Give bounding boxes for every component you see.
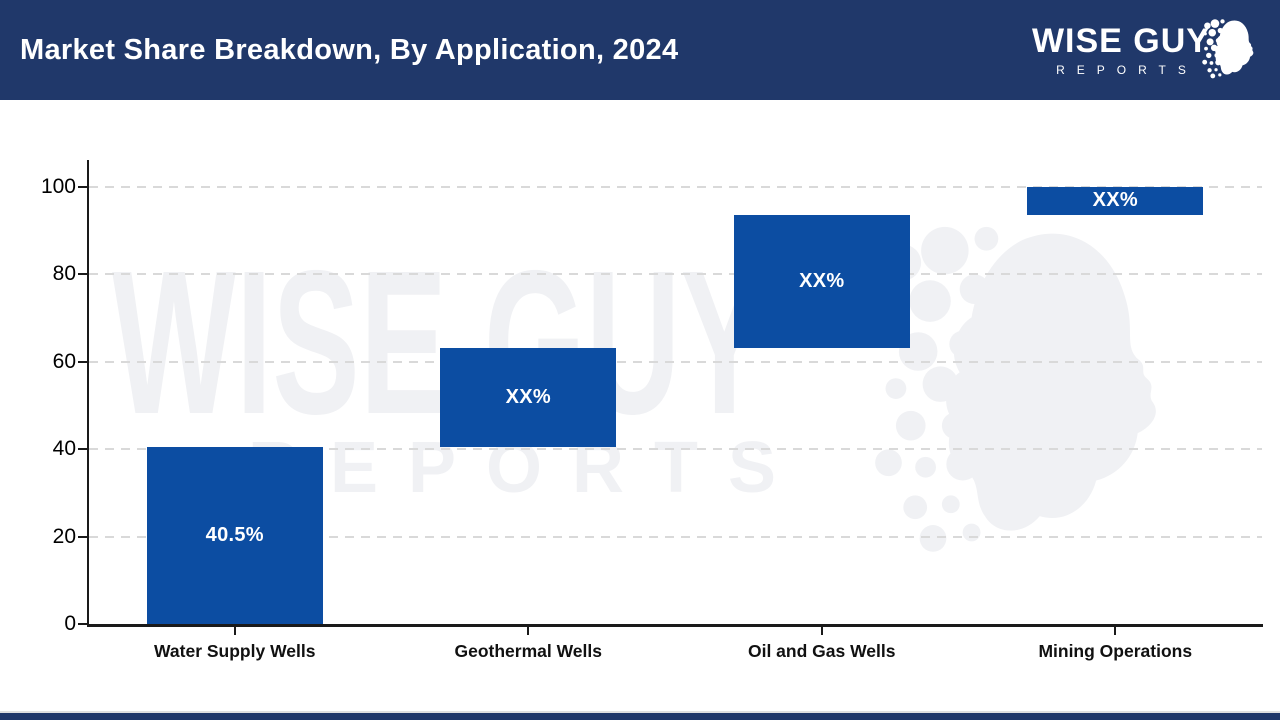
bar-segment: 40.5% [146,446,323,624]
x-tick-mark [1114,627,1117,635]
bar-segment: XX% [1027,186,1204,215]
bar-value-label: XX% [505,386,551,409]
x-tick-mark [527,627,530,635]
y-tick-mark [78,448,87,450]
y-tick-label: 40 [52,437,76,460]
y-tick-mark [78,623,87,625]
x-tick-mark [820,627,823,635]
x-category-label: Geothermal Wells [454,641,602,661]
header: Market Share Breakdown, By Application, … [0,0,1280,100]
y-tick-mark [78,273,87,275]
y-tick-label: 20 [52,524,76,548]
bar-value-label: 40.5% [205,523,264,546]
bar-segment: XX% [440,348,617,447]
y-gridline [89,273,1262,275]
wiseguy-head-icon [1202,9,1256,91]
x-category-label: Oil and Gas Wells [747,641,896,661]
chart-title: Market Share Breakdown, By Application, … [20,33,679,66]
watermark-head-icon [872,218,1172,574]
brand-wordmark: WISE GUY REPORTS [1032,24,1210,77]
y-tick-mark [78,185,87,188]
x-axis-line [87,624,1263,627]
y-gridline [89,185,1262,188]
y-tick-label: 60 [52,349,76,373]
y-tick-label: 0 [64,612,76,635]
chart-area: WISE GUY REPORTS 0 20 40 60 80 100 Water Suppl… [0,100,1280,713]
bar-segment: XX% [733,214,910,349]
y-gridline [89,535,1262,538]
x-category-label: Water Supply Wells [154,641,316,661]
bar-value-label: XX% [799,270,845,293]
bar-value-label: XX% [1092,189,1138,212]
y-tick-mark [78,535,87,538]
y-axis-line [87,160,89,627]
brand-name: WISE GUY [1031,21,1210,60]
brand-subname: REPORTS [1056,62,1198,77]
footer-strip [0,713,1280,720]
y-tick-label: 80 [52,262,76,285]
y-gridline [89,448,1262,450]
x-tick-mark [233,627,236,635]
y-gridline [89,360,1262,363]
y-tick-label: 100 [40,174,76,198]
y-tick-mark [78,360,87,363]
x-category-label: Mining Operations [1038,641,1193,661]
brand-logo: WISE GUY REPORTS [1032,9,1256,91]
